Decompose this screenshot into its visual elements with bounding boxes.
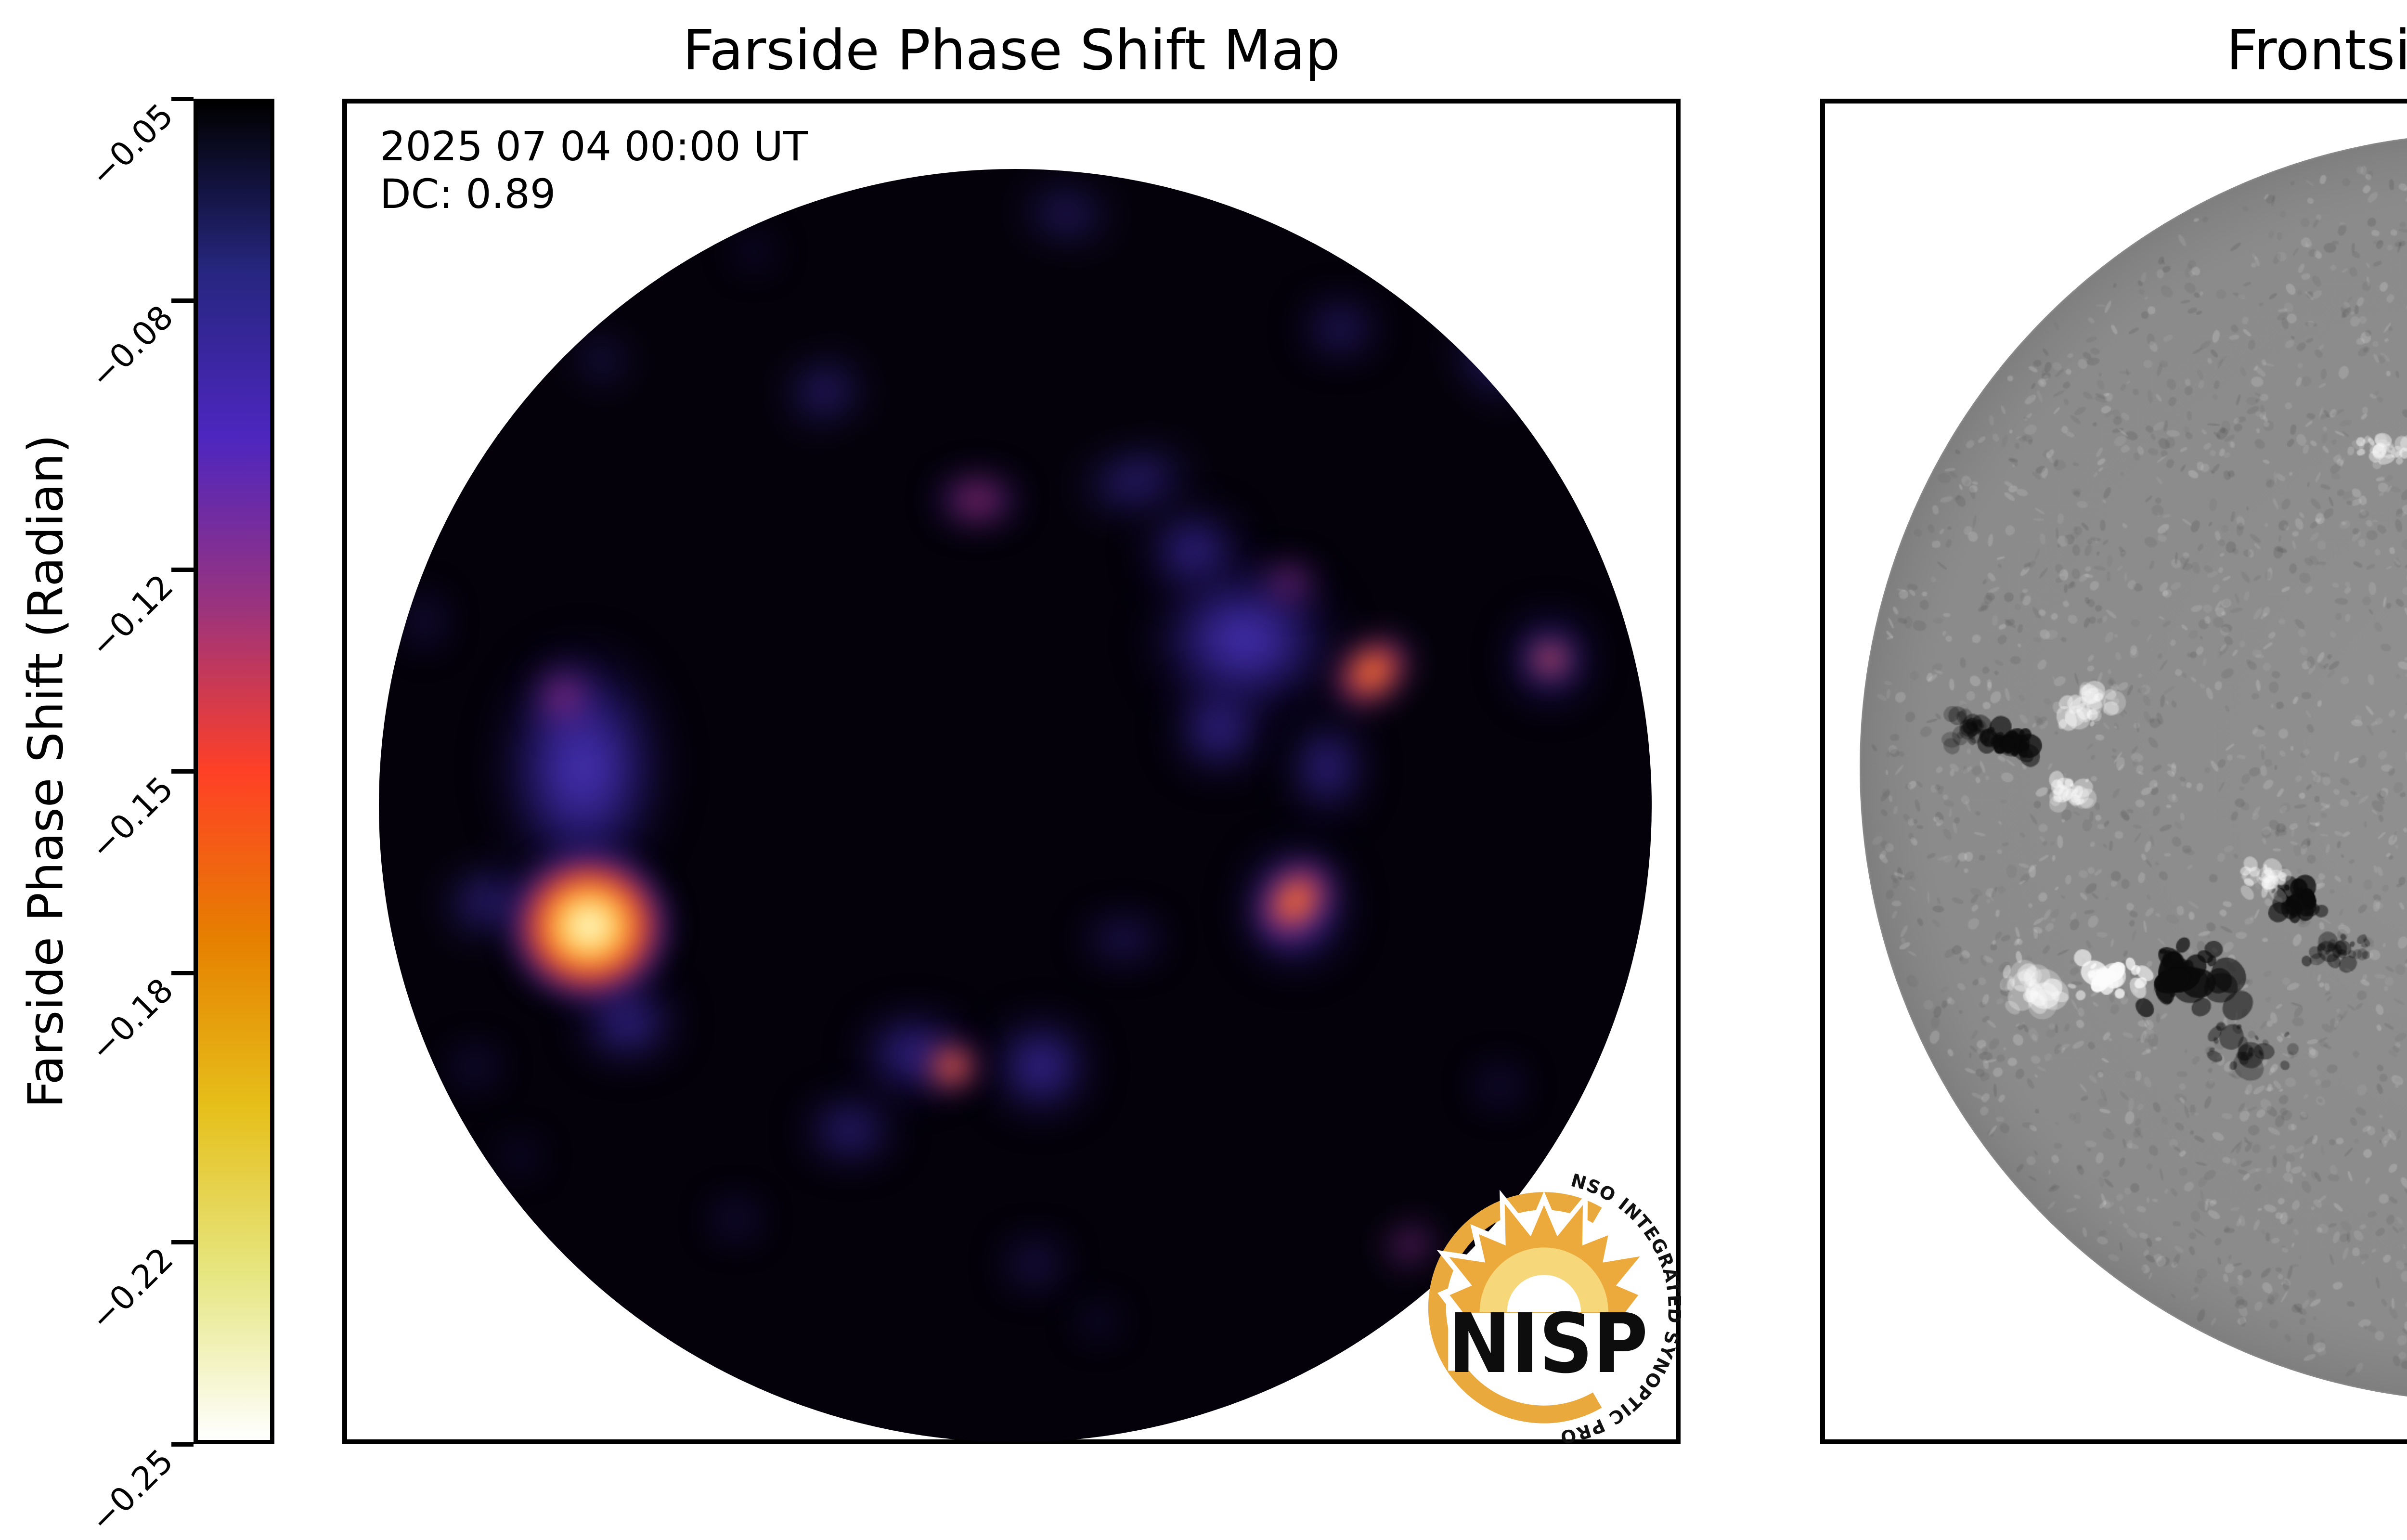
colorbar: −0.05 −0.08 −0.12 −0.15 −0.18 −0.22 −0.25 Fars… (0, 96, 347, 1540)
farside-feature (1066, 907, 1181, 971)
colorbar-axis-label: Farside Phase Shift (Radian) (17, 434, 74, 1108)
farside-feature (792, 1092, 907, 1168)
farside-feature (999, 1238, 1070, 1290)
colorbar-tick-label: −0.12 (83, 567, 181, 666)
colorbar-tick-label: −0.15 (83, 769, 181, 867)
sun-icon: NISP (1437, 1190, 1653, 1392)
farside-feature (1006, 180, 1127, 247)
farside-feature (767, 342, 881, 441)
colorbar-tick-mark (171, 1442, 194, 1447)
left-panel-title: Farside Phase Shift Map (682, 18, 1341, 83)
farside-feature (1524, 636, 1576, 682)
colorbar-tick-mark (171, 96, 194, 101)
farside-feature (1467, 1060, 1531, 1111)
colorbar-tick-mark (171, 567, 194, 572)
farside-feature (398, 582, 449, 660)
colorbar-tick-mark (171, 971, 194, 976)
farside-feature (977, 1003, 1105, 1130)
farside-feature (1251, 554, 1328, 611)
colorbar-tick-mark (171, 1240, 194, 1245)
timestamp-annotation: 2025 07 04 00:00 UT DC: 0.89 (380, 123, 808, 218)
farside-feature (1432, 295, 1553, 425)
timestamp-text: 2025 07 04 00:00 UT (380, 123, 808, 170)
colorbar-tick-mark (171, 769, 194, 774)
logo-text-band (1448, 1313, 1640, 1371)
farside-feature (525, 652, 602, 742)
duty-cycle-text: DC: 0.89 (380, 170, 556, 218)
colorbar-gradient (194, 99, 274, 1444)
farside-feature (557, 317, 647, 402)
colorbar-tick-label: −0.05 (83, 96, 181, 194)
farside-feature (442, 1041, 506, 1092)
farside-feature (487, 831, 691, 1022)
colorbar-tick-mark (171, 298, 194, 303)
farside-feature (729, 233, 780, 271)
colorbar-tick-label: −0.25 (83, 1442, 181, 1540)
farside-feature (703, 1193, 767, 1245)
farside-feature (1073, 1302, 1124, 1340)
farside-panel: 2025 07 04 00:00 UT DC: 0.89 NISP NSO INT… (342, 99, 1681, 1445)
right-panel-title: Frontside Mag Map (2226, 18, 2407, 83)
colorbar-tick-label: −0.22 (83, 1240, 181, 1338)
farside-feature (917, 1035, 987, 1099)
farside-feature (1282, 703, 1372, 831)
sun-core (1507, 1275, 1581, 1312)
nisp-logo-text: NISP (1449, 1296, 1648, 1392)
farside-sun-disk (379, 168, 1652, 1442)
farside-feature (493, 1136, 544, 1175)
frontside-sun-disk (1859, 133, 2407, 1402)
colorbar-tick-label: −0.08 (83, 298, 181, 397)
magnetogram-image (1859, 133, 2407, 1402)
farside-feature (1162, 672, 1277, 787)
logo-ring (1428, 1192, 1602, 1424)
colorbar-tick-label: −0.18 (83, 971, 181, 1069)
farside-feature (1295, 296, 1385, 360)
farside-feature (919, 462, 1035, 538)
